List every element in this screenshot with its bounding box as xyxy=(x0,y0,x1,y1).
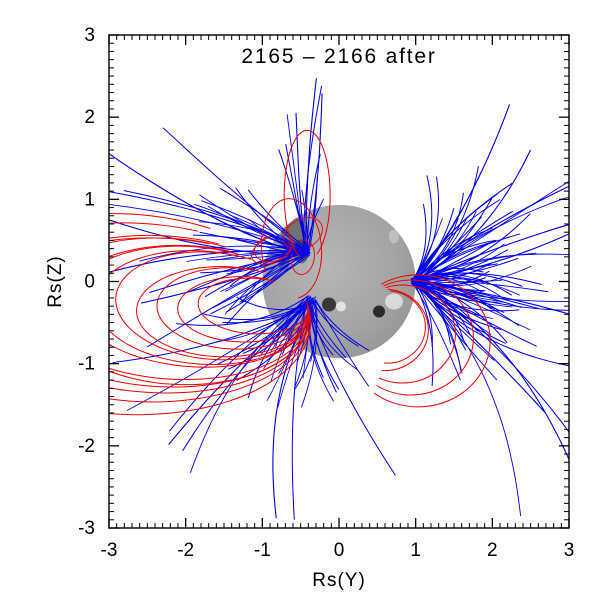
svg-text:-3: -3 xyxy=(78,518,95,539)
svg-text:-2: -2 xyxy=(177,540,194,561)
svg-text:2: 2 xyxy=(487,540,498,561)
svg-text:3: 3 xyxy=(84,25,95,46)
svg-text:3: 3 xyxy=(564,540,575,561)
svg-text:0: 0 xyxy=(84,272,95,293)
svg-text:1: 1 xyxy=(84,189,95,210)
svg-text:Rs(Y): Rs(Y) xyxy=(312,570,366,591)
svg-text:1: 1 xyxy=(410,540,421,561)
svg-text:-2: -2 xyxy=(78,436,95,457)
svg-text:-3: -3 xyxy=(101,540,118,561)
svg-text:2165 – 2166 after: 2165 – 2166 after xyxy=(241,45,436,68)
svg-text:Rs(Z): Rs(Z) xyxy=(45,255,66,307)
svg-text:0: 0 xyxy=(334,540,345,561)
svg-text:-1: -1 xyxy=(78,354,95,375)
svg-text:-1: -1 xyxy=(254,540,271,561)
svg-text:2: 2 xyxy=(84,107,95,128)
